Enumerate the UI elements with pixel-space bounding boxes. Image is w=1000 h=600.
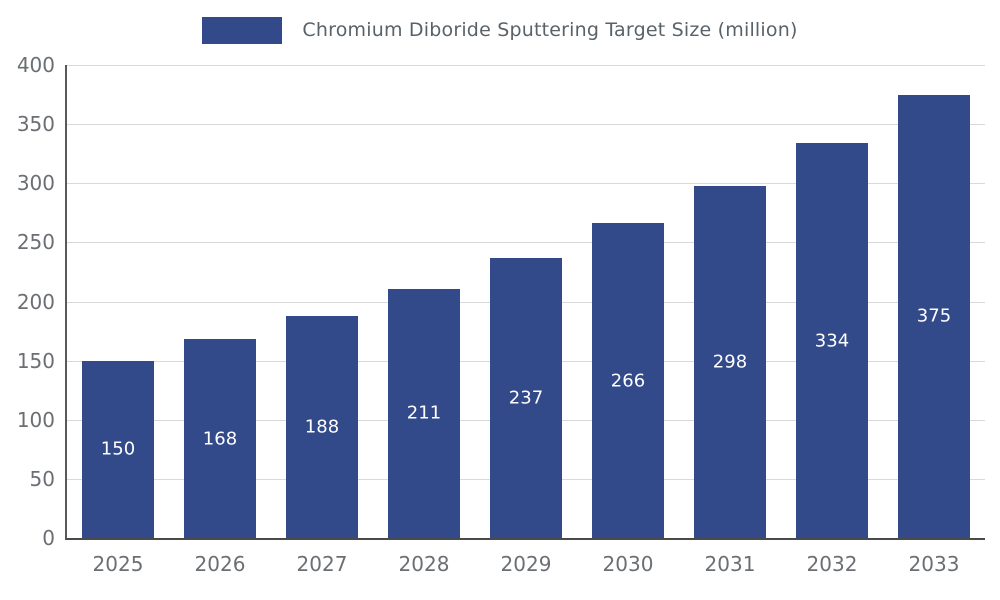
gridline (67, 124, 985, 126)
bars-container: 150 2025 168 2026 188 2027 211 2028 237 2029 266 20… (67, 65, 985, 576)
x-axis-tick-label: 2028 (398, 552, 450, 576)
y-axis-tick-label: 150 (16, 348, 55, 373)
bar: 237 (490, 257, 562, 538)
x-axis-tick-label: 2029 (500, 552, 552, 576)
bar: 266 (592, 223, 664, 538)
bar-value-label: 211 (406, 402, 442, 424)
bar-value-label: 375 (916, 305, 952, 327)
chart-title: Chromium Diboride Sputtering Target Size… (302, 19, 798, 41)
x-axis-tick-label: 2030 (602, 552, 654, 576)
legend-swatch (202, 16, 283, 44)
bar: 375 (898, 94, 970, 538)
bar: 168 (184, 339, 256, 538)
x-axis-tick-label: 2032 (806, 552, 858, 576)
bar: 334 (796, 143, 868, 538)
bar-slot: 375 2033 (883, 65, 985, 576)
bar-slot: 211 2028 (373, 65, 475, 576)
y-axis-tick-label: 200 (16, 289, 55, 314)
bar-slot: 188 2027 (271, 65, 373, 576)
y-axis-tick-label: 300 (16, 171, 55, 196)
bar: 150 (82, 360, 154, 538)
y-axis-tick-label: 250 (16, 230, 55, 255)
x-axis-tick-label: 2033 (908, 552, 960, 576)
x-axis-tick-label: 2027 (296, 552, 348, 576)
x-axis-tick-label: 2031 (704, 552, 756, 576)
bar: 298 (694, 185, 766, 538)
bar-slot: 266 2030 (577, 65, 679, 576)
gridline (67, 242, 985, 244)
bar-value-label: 334 (814, 330, 850, 352)
plot-area: 0 50 100 150 200 250 300 350 400 150 2025 168 2026 18… (17, 53, 985, 576)
y-axis-tick-label: 100 (16, 407, 55, 432)
bar-value-label: 150 (100, 438, 136, 460)
gridline (67, 65, 985, 66)
bar-slot: 298 2031 (679, 65, 781, 576)
bar-slot: 150 2025 (67, 65, 169, 576)
bar: 188 (286, 315, 358, 538)
bar-slot: 334 2032 (781, 65, 883, 576)
bar-slot: 168 2026 (169, 65, 271, 576)
chart-legend: Chromium Diboride Sputtering Target Size… (0, 14, 1000, 46)
y-axis-tick-label: 400 (16, 53, 55, 77)
x-axis-tick-label: 2025 (92, 552, 144, 576)
bar-value-label: 168 (202, 428, 238, 450)
bar-slot: 237 2029 (475, 65, 577, 576)
y-axis-tick-label: 0 (42, 526, 55, 550)
bar-value-label: 266 (610, 370, 646, 392)
bar-value-label: 188 (304, 416, 340, 438)
x-axis-tick-label: 2026 (194, 552, 246, 576)
y-axis-tick-label: 350 (16, 112, 55, 137)
bar: 211 (388, 288, 460, 538)
y-axis-tick-label: 50 (29, 466, 55, 491)
bar-value-label: 237 (508, 387, 544, 409)
gridline (67, 183, 985, 185)
bar-value-label: 298 (712, 351, 748, 373)
